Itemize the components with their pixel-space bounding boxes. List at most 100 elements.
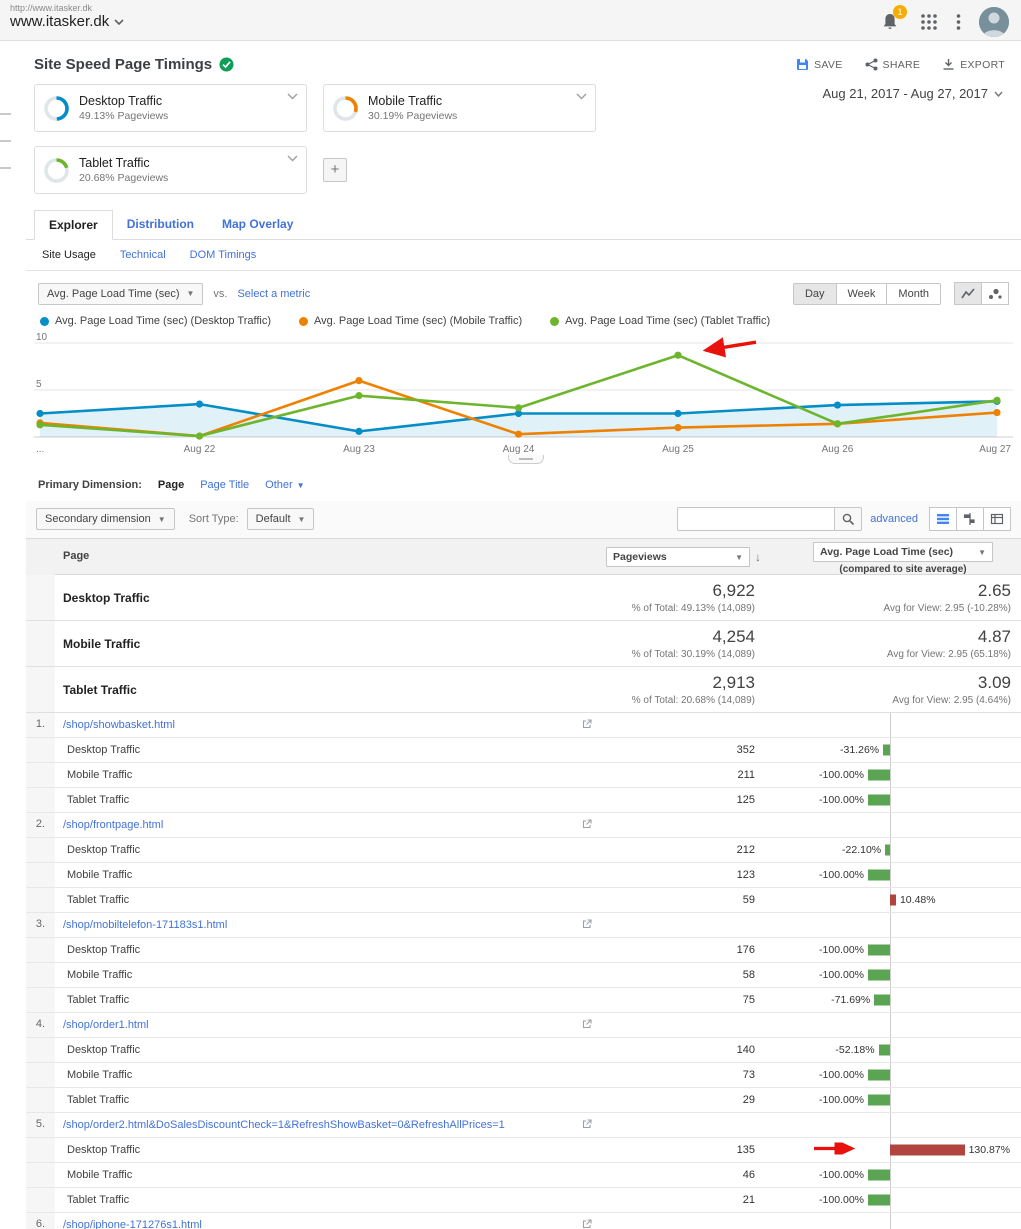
summary-pageviews-sub: % of Total: 30.19% (14,089) [631, 649, 755, 660]
segment-card-mobile-traffic[interactable]: Mobile Traffic 30.19% Pageviews [323, 84, 596, 132]
segment-row-pageviews: 73 [742, 1069, 755, 1081]
subtab-site-usage[interactable]: Site Usage [42, 249, 96, 261]
date-range-selector[interactable]: Aug 21, 2017 - Aug 27, 2017 [822, 86, 1003, 101]
tab-explorer[interactable]: Explorer [34, 210, 113, 240]
annotation-arrow [702, 337, 757, 358]
tab-map-overlay[interactable]: Map Overlay [222, 217, 294, 231]
account-name: www.itasker.dk [10, 13, 110, 30]
pageviews-column-selector[interactable]: Pageviews ▼ [606, 547, 750, 567]
external-link-icon[interactable] [582, 719, 592, 732]
search-button[interactable] [834, 507, 863, 531]
external-link-icon[interactable] [582, 1019, 592, 1032]
summary-metric-sub: Avg for View: 2.95 (4.64%) [892, 695, 1011, 706]
table-toolbar: Secondary dimension ▼ Sort Type: Default… [26, 501, 1021, 538]
comparison-percent: 130.87% [968, 1144, 1011, 1156]
motion-chart-view-button[interactable] [981, 282, 1009, 305]
chevron-down-icon[interactable] [576, 93, 587, 100]
segment-row-name: Desktop Traffic [67, 744, 141, 756]
save-icon [797, 59, 809, 70]
page-link[interactable]: /shop/showbasket.html [63, 719, 175, 731]
save-button[interactable]: SAVE [796, 58, 842, 71]
external-link-icon[interactable] [582, 1119, 592, 1132]
page-link[interactable]: /shop/frontpage.html [63, 819, 164, 831]
top-bar: http://www.itasker.dk www.itasker.dk 1 [0, 0, 1021, 41]
timeline-expander-handle[interactable] [508, 455, 544, 464]
page-link[interactable]: /shop/order1.html [63, 1019, 149, 1031]
legend-item: Avg. Page Load Time (sec) (Desktop Traff… [40, 315, 271, 327]
granularity-month-button[interactable]: Month [886, 282, 941, 305]
table-search-input[interactable] [677, 507, 836, 531]
advanced-search-link[interactable]: advanced [870, 513, 918, 525]
sort-descending-icon[interactable]: ↓ [755, 550, 761, 564]
table-view-icon [937, 514, 949, 524]
granularity-day-button[interactable]: Day [792, 282, 837, 305]
segment-card-desktop-traffic[interactable]: Desktop Traffic 49.13% Pageviews [34, 84, 307, 132]
notifications-button[interactable]: 1 [880, 4, 907, 33]
subtab-technical[interactable]: Technical [119, 249, 166, 261]
summary-metric-sub: Avg for View: 2.95 (-10.28%) [883, 603, 1011, 614]
legend-dot-icon [40, 316, 49, 326]
table-row-segment: Desktop Traffic 352 -31.26% [26, 738, 1021, 763]
table-row-page: 4. /shop/order1.html [26, 1013, 1021, 1038]
external-link-icon[interactable] [582, 1219, 592, 1229]
motion-chart-icon [989, 288, 1002, 299]
external-link-icon[interactable] [582, 919, 592, 932]
comparison-percent: -100.00% [819, 1069, 864, 1081]
page-link[interactable]: /shop/mobiltelefon-171183s1.html [63, 919, 228, 931]
avatar[interactable] [979, 6, 1009, 37]
timeseries-chart: 5 10... Aug 22 Aug 23 Aug 24 Aug 25 Aug 26 Aug … [26, 329, 1021, 466]
segment-row-name: Mobile Traffic [67, 1169, 133, 1181]
segment-name: Mobile Traffic [368, 94, 443, 108]
summary-metric: 2.65 [977, 581, 1011, 600]
table-header-row: Page Pageviews ▼ ↓ Avg. Page Load Time (… [26, 538, 1021, 575]
external-link-icon[interactable] [582, 819, 592, 832]
chevron-down-icon[interactable] [287, 93, 298, 100]
property-url: http://www.itasker.dk [10, 3, 93, 13]
comparison-percent: -100.00% [819, 1094, 864, 1106]
summary-pageviews-sub: % of Total: 20.68% (14,089) [631, 695, 755, 706]
comparison-bar [885, 844, 890, 856]
subtab-dom-timings[interactable]: DOM Timings [189, 249, 257, 261]
segments-section: Desktop Traffic 49.13% Pageviews Mobile … [26, 82, 1021, 202]
chevron-down-icon[interactable] [287, 155, 298, 162]
table-view-toggle [929, 507, 1011, 531]
primary-dimension-page[interactable]: Page [157, 479, 185, 491]
sort-type-label: Sort Type: [188, 513, 239, 525]
segment-row-name: Tablet Traffic [67, 894, 130, 906]
segment-card-tablet-traffic[interactable]: Tablet Traffic 20.68% Pageviews [34, 146, 307, 194]
summary-metric: 4.87 [977, 627, 1011, 646]
line-chart-view-button[interactable] [954, 282, 982, 305]
pivot-view-button[interactable] [983, 507, 1011, 531]
tab-distribution[interactable]: Distribution [126, 217, 195, 231]
apps-grid-icon[interactable] [920, 13, 938, 31]
kebab-menu-icon[interactable] [956, 13, 961, 31]
export-button[interactable]: EXPORT [942, 58, 1005, 71]
account-selector[interactable]: www.itasker.dk [10, 13, 124, 30]
secondary-dimension-button[interactable]: Secondary dimension ▼ [36, 508, 175, 530]
comparison-view-button[interactable] [956, 507, 984, 531]
primary-dimension-other[interactable]: Other ▼ [265, 479, 305, 491]
bell-icon [883, 13, 897, 29]
collapsed-sidebar[interactable] [0, 41, 26, 1229]
sort-type-button[interactable]: Default ▼ [246, 508, 315, 530]
comparison-bar [868, 1169, 890, 1181]
timeseries-svg[interactable]: 5 10... Aug 22 Aug 23 Aug 24 Aug 25 Aug 26 Aug … [34, 331, 1013, 461]
segment-row-pageviews: 176 [736, 944, 755, 956]
page-link[interactable]: /shop/order2.html&DoSalesDiscountCheck=1… [63, 1119, 505, 1131]
page-link[interactable]: /shop/iphone-171276s1.html [63, 1219, 202, 1229]
comparison-percent: -100.00% [819, 944, 864, 956]
share-button[interactable]: SHARE [865, 58, 921, 71]
data-table-view-button[interactable] [929, 507, 957, 531]
granularity-week-button[interactable]: Week [835, 282, 888, 305]
pivot-view-icon [990, 513, 1004, 525]
primary-dimension-page-title[interactable]: Page Title [200, 479, 250, 491]
metric-column-selector[interactable]: Avg. Page Load Time (sec) ▼ [813, 542, 993, 562]
segment-row-name: Mobile Traffic [67, 1069, 133, 1081]
segment-row-pageviews: 211 [737, 769, 755, 781]
metric-picker-row: Avg. Page Load Time (sec) ▼ vs. Select a… [26, 271, 1021, 312]
select-metric-link[interactable]: Select a metric [237, 287, 311, 300]
segment-row-name: Tablet Traffic [67, 994, 130, 1006]
comparison-percent: -22.10% [842, 844, 882, 856]
add-segment-button[interactable]: + [323, 158, 347, 182]
metric-selector-button[interactable]: Avg. Page Load Time (sec) ▼ [38, 282, 204, 305]
